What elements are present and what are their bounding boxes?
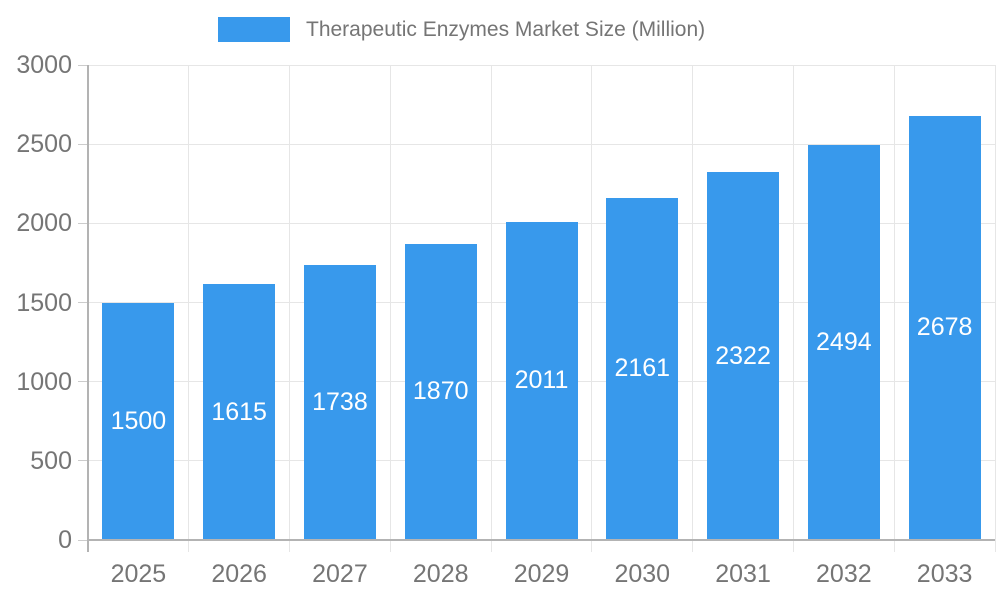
x-axis-label: 2025: [110, 560, 167, 588]
x-axis-tick: [591, 540, 593, 552]
x-axis-tick: [490, 540, 492, 552]
gridline-vertical: [893, 65, 895, 540]
x-axis-line: [88, 539, 995, 541]
bar-value-label: 2678: [916, 313, 973, 342]
bar-value-label: 2161: [614, 354, 671, 383]
x-axis-tick: [389, 540, 391, 552]
gridline-vertical: [792, 65, 794, 540]
bar-2030[interactable]: 2161: [606, 197, 679, 540]
y-axis-tick: [78, 222, 88, 224]
x-axis-label: 2028: [412, 560, 469, 588]
y-axis-label: 0: [58, 526, 72, 554]
gridline-horizontal: [88, 64, 995, 66]
x-axis-label: 2029: [513, 560, 570, 588]
bar-2028[interactable]: 1870: [404, 243, 477, 540]
gridline-horizontal: [88, 143, 995, 145]
x-axis-tick: [289, 540, 291, 552]
bar-value-label: 2494: [816, 328, 872, 357]
bar-value-label: 2322: [715, 341, 771, 370]
gridline-vertical: [994, 65, 996, 540]
bar-2033[interactable]: 2678: [908, 115, 981, 540]
x-axis-tick: [893, 540, 895, 552]
y-axis-tick: [78, 539, 88, 541]
bar-value-label: 1500: [110, 406, 167, 435]
x-axis-tick: [792, 540, 794, 552]
gridline-vertical: [591, 65, 593, 540]
bar-2027[interactable]: 1738: [303, 264, 376, 540]
bar-value-label: 1870: [412, 377, 469, 406]
x-axis-tick: [188, 540, 190, 552]
bar-value-label: 2011: [514, 366, 569, 395]
bar-2026[interactable]: 1615: [203, 284, 276, 540]
x-axis-label: 2033: [916, 560, 973, 588]
bar-value-label: 1615: [211, 397, 267, 426]
gridline-vertical: [692, 65, 694, 540]
y-axis-label: 1500: [16, 288, 72, 317]
y-axis-label: 2500: [16, 130, 72, 159]
x-axis-label: 2032: [816, 560, 872, 588]
y-axis-tick: [78, 143, 88, 145]
bar-2025[interactable]: 1500: [102, 302, 175, 540]
y-axis-label: 3000: [16, 51, 72, 79]
y-axis-tick: [78, 460, 88, 462]
y-axis-tick: [78, 381, 88, 383]
x-axis-label: 2026: [211, 560, 267, 588]
bar-2032[interactable]: 2494: [807, 145, 880, 540]
gridline-vertical: [289, 65, 291, 540]
gridline-vertical: [188, 65, 190, 540]
x-axis-label: 2031: [715, 560, 771, 588]
y-axis-label: 500: [30, 446, 72, 475]
y-axis-tick: [78, 64, 88, 66]
x-axis-tick: [994, 540, 996, 552]
gridline-vertical: [490, 65, 492, 540]
legend: Therapeutic Enzymes Market Size (Million…: [218, 17, 705, 42]
bar-2029[interactable]: 2011: [505, 221, 578, 540]
y-axis-tick: [78, 302, 88, 303]
x-axis-tick: [692, 540, 694, 552]
y-axis-label: 2000: [16, 209, 72, 238]
bar-value-label: 1738: [312, 387, 368, 416]
gridline-vertical: [389, 65, 391, 540]
legend-swatch[interactable]: [218, 17, 290, 42]
legend-label: Therapeutic Enzymes Market Size (Million…: [306, 17, 706, 41]
x-axis-label: 2027: [312, 560, 368, 588]
y-axis-line: [87, 65, 89, 552]
x-axis-label: 2030: [614, 560, 671, 588]
y-axis-label: 1000: [16, 367, 72, 396]
bar-2031[interactable]: 2322: [707, 172, 780, 540]
